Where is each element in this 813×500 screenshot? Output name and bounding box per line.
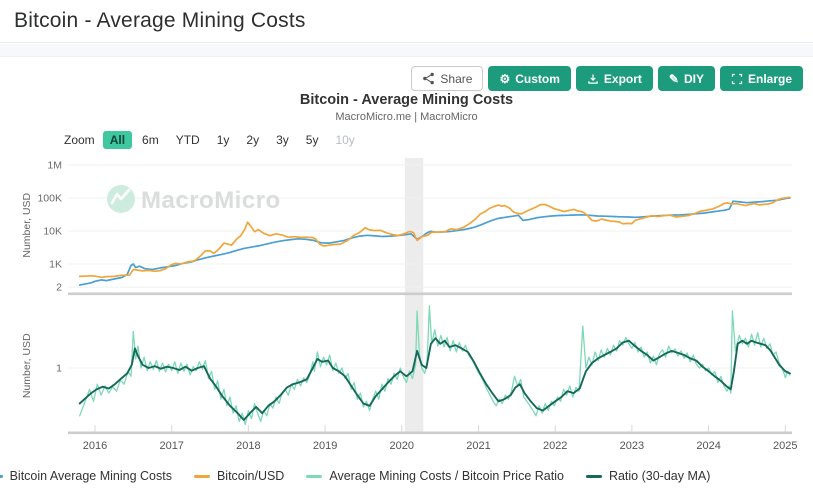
svg-text:MacroMicro: MacroMicro [141, 187, 281, 214]
legend-item-average-mining-costs-bitcoin-price-ratio[interactable]: Average Mining Costs / Bitcoin Price Rat… [306, 469, 564, 483]
legend-marker [585, 474, 602, 478]
x-tick-label: 2016 [83, 440, 107, 452]
bottom-plot-area[interactable] [68, 300, 792, 432]
chart-subtitle: MacroMicro.me | MacroMicro [335, 111, 478, 123]
legend-marker [306, 474, 323, 478]
enlarge-button[interactable]: Enlarge [719, 66, 803, 91]
subheader-strip [0, 44, 813, 57]
zoom-option-5y[interactable]: 5y [305, 133, 319, 147]
zoom-option-10y: 10y [335, 133, 355, 147]
legend-item-label: Average Mining Costs / Bitcoin Price Rat… [329, 469, 564, 483]
upper-x-axis-line [68, 292, 792, 296]
zoom-option-2y[interactable]: 2y [246, 133, 260, 147]
zoom-label: Zoom [64, 133, 95, 147]
custom-button[interactable]: ⚙ Custom [488, 66, 571, 91]
zoom-option-1y[interactable]: 1y [216, 133, 230, 147]
zoom-option-all[interactable]: All [102, 131, 133, 149]
legend-item-bitcoin-average-mining-costs[interactable]: Bitcoin Average Mining Costs [0, 469, 172, 483]
share-button[interactable]: Share [411, 66, 484, 91]
share-icon [422, 72, 435, 85]
x-tick-label: 2017 [159, 440, 183, 452]
legend-marker [0, 474, 3, 478]
legend-marker [193, 474, 210, 478]
macromicro-watermark: MacroMicro [107, 185, 281, 214]
enlarge-button-label: Enlarge [747, 71, 792, 86]
pencil-icon: ✎ [668, 71, 679, 86]
download-icon [587, 73, 599, 85]
chart-title: Bitcoin - Average Mining Costs [299, 92, 514, 108]
y-tick-label: 2 [56, 282, 62, 294]
y-tick-label: 10K [43, 226, 62, 238]
series-ratio-30-day-ma- [78, 337, 791, 421]
x-tick-label: 2023 [620, 440, 644, 452]
toolbar: Share ⚙ Custom Export ✎ DIY Enlarge [411, 66, 803, 91]
x-tick-label: 2025 [773, 440, 797, 452]
x-tick-label: 2019 [313, 440, 337, 452]
enlarge-icon [731, 73, 743, 85]
y-tick-label: 1M [47, 160, 62, 172]
x-tick-label: 2022 [543, 440, 567, 452]
series-bitcoin-usd [78, 196, 791, 279]
y-axis-title: Number, USD [21, 192, 33, 257]
y-tick-label: 100K [37, 193, 62, 205]
x-tick-label: 2018 [236, 440, 260, 452]
top-plot-area[interactable] [68, 158, 792, 293]
lower-x-axis-line [68, 431, 792, 435]
export-button-label: Export [603, 71, 642, 86]
y-tick-label: 1 [56, 363, 62, 375]
y-axis-title: Number, USD [21, 333, 33, 398]
zoom-option-3y[interactable]: 3y [276, 133, 289, 147]
page-header: Bitcoin - Average Mining Costs [0, 0, 813, 43]
diy-button-label: DIY [683, 71, 704, 86]
legend-item-label: Bitcoin/USD [216, 469, 285, 483]
zoom-range-bar: Zoom All 6m YTD 1y 2y 3y 5y 10y [64, 131, 362, 149]
diy-button[interactable]: ✎ DIY [657, 66, 715, 91]
legend-item-label: Bitcoin Average Mining Costs [9, 469, 172, 483]
legend-item-label: Ratio (30-day MA) [608, 469, 711, 483]
share-button-label: Share [440, 71, 473, 86]
chart-legend: Bitcoin Average Mining Costs Bitcoin/USD A… [0, 469, 755, 483]
custom-button-label: Custom [515, 71, 560, 86]
y-tick-label: 1K [49, 259, 62, 271]
x-tick-label: 2020 [390, 440, 414, 452]
legend-item-ratio-30-day-ma-[interactable]: Ratio (30-day MA) [585, 469, 711, 483]
page-title: Bitcoin - Average Mining Costs [14, 9, 306, 32]
gear-icon: ⚙ [499, 71, 511, 86]
zoom-option-ytd[interactable]: YTD [175, 133, 200, 147]
export-button[interactable]: Export [575, 66, 653, 91]
legend-item-bitcoin-usd[interactable]: Bitcoin/USD [193, 469, 285, 483]
x-tick-label: 2021 [466, 440, 490, 452]
x-tick-label: 2024 [696, 440, 720, 452]
zoom-option-6m[interactable]: 6m [142, 133, 159, 147]
